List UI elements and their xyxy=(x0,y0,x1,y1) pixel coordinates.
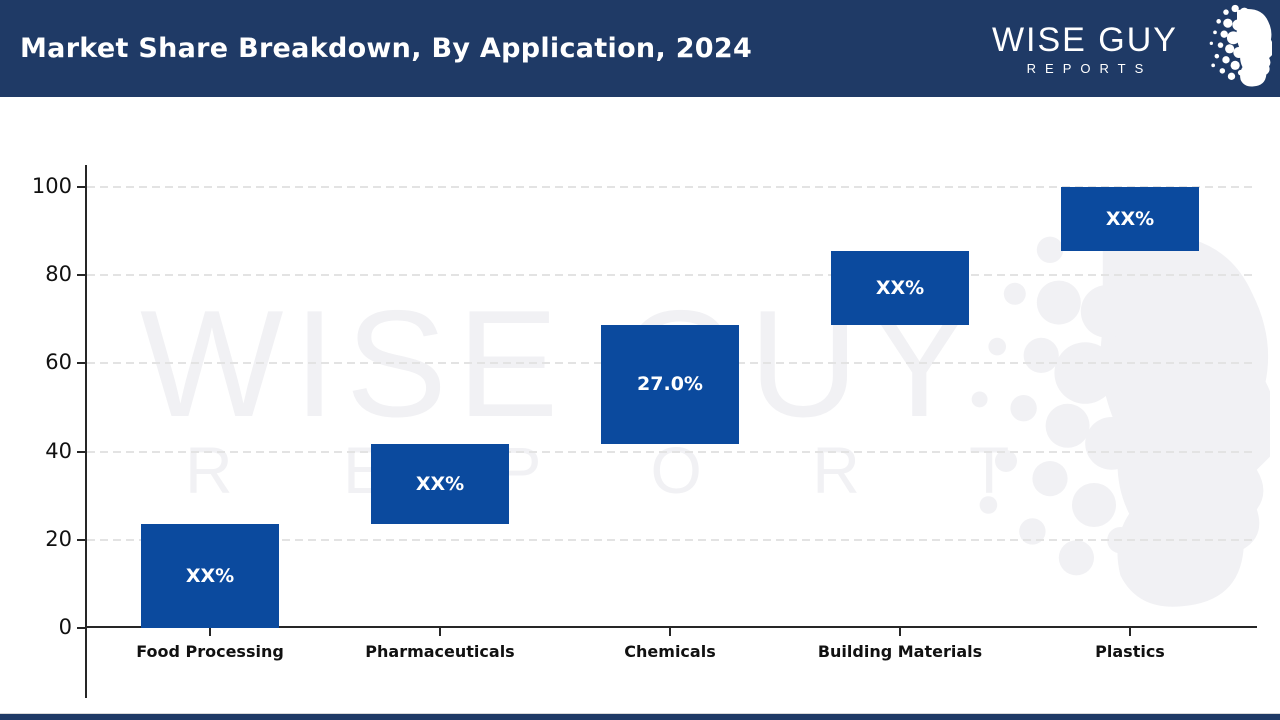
bar-building-materials xyxy=(831,251,969,325)
y-tick-label-100: 100 xyxy=(31,174,72,198)
gridline-y-80 xyxy=(87,274,1257,277)
brand-logo-text: WISE GUY REPORTS xyxy=(992,21,1178,76)
x-tick-label-chemicals: Chemicals xyxy=(624,642,716,661)
page-title: Market Share Breakdown, By Application, … xyxy=(20,33,753,64)
y-tick-0 xyxy=(77,627,85,629)
gridline-y-20 xyxy=(87,538,1257,541)
bar-value-label-pharmaceuticals: XX% xyxy=(415,472,465,495)
y-tick-40 xyxy=(77,450,85,453)
x-tick-label-building-materials: Building Materials xyxy=(817,642,983,661)
bar-value-label-chemicals: 27.0% xyxy=(637,373,703,396)
bar-value-label-plastics: XX% xyxy=(1105,208,1155,231)
y-tick-60 xyxy=(77,362,85,365)
x-tick-label-food-processing: Food Processing xyxy=(136,642,284,661)
brand-subtitle: REPORTS xyxy=(1026,61,1153,76)
y-tick-label-20: 20 xyxy=(45,526,72,551)
x-axis-spine xyxy=(85,626,1257,628)
watermark-head-icon xyxy=(830,157,1280,681)
footer-bar xyxy=(0,714,1280,720)
bar-food-processing xyxy=(141,523,279,628)
x-tick-plastics xyxy=(1129,628,1131,636)
y-tick-label-0: 0 xyxy=(58,615,72,639)
watermark-brand-subtitle: R E P O R T S xyxy=(185,433,1209,507)
y-tick-20 xyxy=(77,538,85,541)
bar-plastics xyxy=(1061,187,1199,252)
x-tick-chemicals xyxy=(669,628,671,636)
x-tick-pharmaceuticals xyxy=(439,628,441,636)
brand-head-icon xyxy=(1180,3,1274,95)
gridline-y-100 xyxy=(87,186,1257,188)
y-tick-label-60: 60 xyxy=(45,350,72,375)
y-axis-spine xyxy=(85,165,87,698)
brand-logo: WISE GUY REPORTS xyxy=(992,3,1274,95)
footer-divider xyxy=(0,713,1280,714)
y-tick-80 xyxy=(77,274,85,277)
x-tick-food-processing xyxy=(209,628,211,636)
x-tick-label-pharmaceuticals: Pharmaceuticals xyxy=(365,642,515,661)
brand-name: WISE GUY xyxy=(991,21,1178,59)
gridline-y-40 xyxy=(87,450,1257,453)
x-tick-label-plastics: Plastics xyxy=(1095,642,1165,661)
chart-area: WISE GUY R E P O R T S 0 20 40 60 80 100 XX% Fo… xyxy=(0,97,1280,713)
y-tick-label-40: 40 xyxy=(45,438,72,463)
bar-value-label-building-materials: XX% xyxy=(875,276,925,299)
bar-pharmaceuticals xyxy=(371,443,509,524)
bar-value-label-food-processing: XX% xyxy=(185,564,235,587)
x-tick-building-materials xyxy=(899,628,901,636)
y-tick-label-80: 80 xyxy=(45,262,72,287)
bar-chemicals xyxy=(601,324,739,444)
header-bar: Market Share Breakdown, By Application, … xyxy=(0,0,1280,97)
y-tick-100 xyxy=(77,186,85,188)
